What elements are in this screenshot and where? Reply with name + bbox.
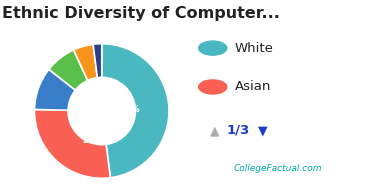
Wedge shape: [74, 44, 97, 80]
Text: ▲: ▲: [210, 124, 219, 137]
Wedge shape: [93, 44, 102, 78]
Wedge shape: [34, 110, 110, 178]
Text: CollegeFactual.com: CollegeFactual.com: [233, 164, 322, 173]
Wedge shape: [102, 44, 169, 178]
Text: 26.7%: 26.7%: [83, 136, 110, 145]
Text: 1/3: 1/3: [227, 124, 250, 137]
Text: Ethnic Diversity of Computer...: Ethnic Diversity of Computer...: [1, 6, 280, 21]
Text: Asian: Asian: [235, 80, 271, 93]
Wedge shape: [34, 69, 75, 110]
Wedge shape: [49, 50, 88, 90]
Text: 46.7%: 46.7%: [113, 105, 141, 114]
Text: White: White: [235, 42, 274, 55]
Text: ▼: ▼: [258, 124, 268, 137]
